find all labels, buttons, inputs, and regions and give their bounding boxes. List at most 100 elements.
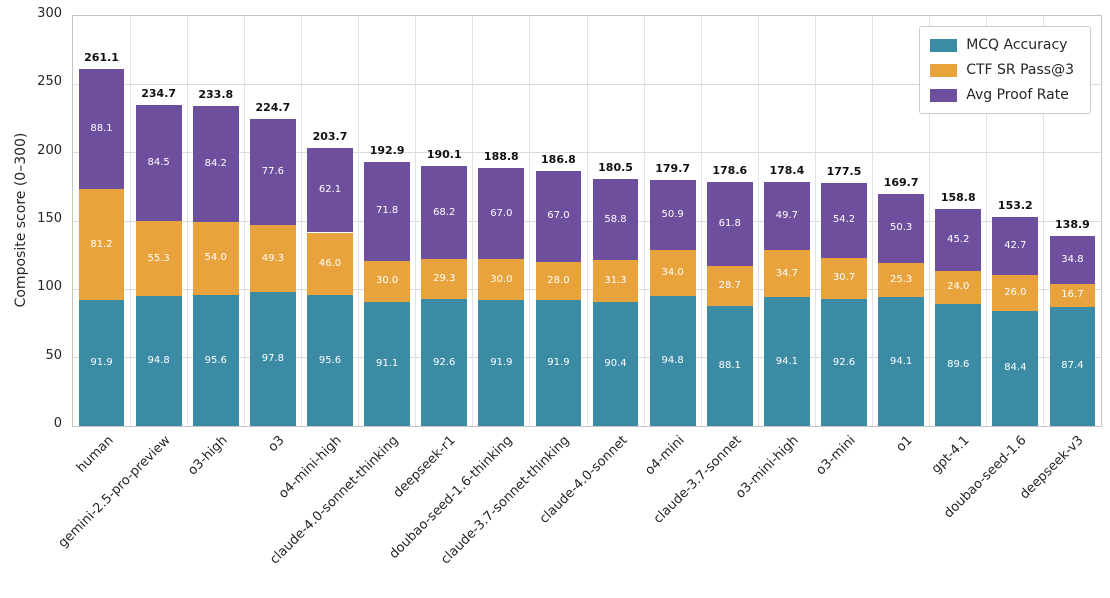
segment-value-label: 90.4	[604, 358, 627, 370]
segment-value-label: 49.3	[261, 252, 284, 264]
segment-value-label: 46.0	[318, 257, 342, 269]
segment-value-label: 16.7	[1061, 289, 1084, 301]
bar-total-label: 188.8	[483, 149, 519, 163]
bar-segment: 50.9	[649, 180, 696, 250]
segment-value-label: 84.2	[204, 158, 227, 170]
bar-segment: 89.6	[935, 303, 982, 426]
segment-value-label: 50.9	[661, 209, 684, 221]
segment-value-label: 50.3	[889, 222, 913, 234]
bar-segment: 71.8	[364, 162, 410, 261]
bar-total-label: 178.4	[769, 164, 805, 178]
bar-segment: 30.0	[364, 260, 410, 302]
bar-total-label: 190.1	[426, 148, 462, 162]
segment-value-label: 88.1	[90, 123, 113, 135]
y-tick-label: 0	[53, 416, 62, 431]
bar-segment: 88.1	[78, 69, 125, 190]
bar-total-label: 234.7	[141, 87, 177, 101]
segment-value-label: 89.6	[947, 358, 970, 370]
bar-segment: 92.6	[821, 299, 867, 426]
bar-segment: 90.4	[592, 302, 639, 426]
bar-total-label: 177.5	[826, 165, 862, 179]
bar-segment: 91.9	[535, 300, 582, 426]
bar-total-label: 192.9	[369, 144, 405, 158]
bar-segment: 28.0	[535, 262, 582, 301]
gridline-vertical	[300, 16, 302, 426]
gridline-vertical	[1043, 16, 1045, 426]
segment-value-label: 77.6	[261, 165, 284, 177]
segment-value-label: 26.0	[1004, 286, 1027, 298]
segment-value-label: 67.0	[490, 207, 513, 219]
bar-segment: 29.3	[421, 259, 468, 300]
segment-value-label: 49.7	[775, 210, 798, 222]
segment-value-label: 54.0	[204, 252, 227, 264]
legend-item-ctf-pass3: CTF SR Pass@3	[930, 62, 1074, 78]
bar-total-label: 179.7	[655, 162, 691, 176]
bar-segment: 94.1	[764, 297, 810, 426]
segment-value-label: 97.8	[261, 353, 284, 365]
segment-value-label: 61.8	[718, 218, 741, 230]
bar-segment: 54.2	[821, 183, 867, 258]
bar-segment: 16.7	[1049, 283, 1096, 307]
segment-value-label: 42.7	[1004, 239, 1027, 251]
bar-segment: 30.7	[821, 257, 867, 300]
bar-segment: 26.0	[992, 275, 1039, 311]
bar-total-label: 178.6	[712, 163, 748, 177]
segment-value-label: 34.0	[661, 267, 684, 279]
bar-segment: 62.1	[307, 147, 353, 233]
segment-value-label: 29.3	[433, 273, 456, 285]
gridline-vertical	[243, 16, 245, 426]
bar-total-label: 203.7	[312, 129, 348, 143]
bar-segment: 95.6	[307, 295, 353, 426]
gridline-vertical	[529, 16, 531, 426]
segment-value-label: 34.8	[1061, 253, 1084, 265]
gridline-vertical	[872, 16, 874, 426]
y-tick-label: 200	[37, 142, 62, 158]
bar-segment: 91.9	[478, 300, 525, 426]
bar-segment: 34.8	[1049, 236, 1096, 284]
segment-value-label: 92.6	[832, 356, 856, 368]
segment-value-label: 91.9	[90, 357, 113, 369]
bar-total-label: 233.8	[198, 88, 234, 102]
segment-value-label: 28.0	[547, 275, 570, 287]
plot-area: MCQ Accuracy CTF SR Pass@3 Avg Proof Rat…	[72, 15, 1102, 427]
legend-item-mcq-accuracy: MCQ Accuracy	[930, 37, 1074, 53]
gridline-vertical	[929, 16, 931, 426]
bar-total-label: 261.1	[84, 51, 119, 65]
legend: MCQ Accuracy CTF SR Pass@3 Avg Proof Rat…	[919, 26, 1091, 114]
segment-value-label: 28.7	[718, 280, 741, 291]
bar-segment: 91.9	[78, 300, 125, 426]
segment-value-label: 88.1	[718, 359, 741, 371]
bar-segment: 97.8	[250, 292, 296, 426]
segment-value-label: 24.0	[947, 281, 970, 293]
segment-value-label: 30.0	[490, 273, 513, 285]
bar-segment: 49.7	[764, 182, 810, 250]
legend-swatch-proof-icon	[930, 88, 958, 102]
segment-value-label: 94.1	[775, 355, 798, 367]
segment-value-label: 58.8	[604, 213, 627, 225]
bar-segment: 24.0	[935, 270, 982, 304]
bar-segment: 94.8	[135, 296, 182, 426]
bar-segment: 50.3	[878, 194, 924, 263]
bar-segment: 46.0	[307, 232, 353, 296]
y-tick-label: 100	[37, 279, 62, 295]
segment-value-label: 91.9	[490, 357, 513, 369]
bar-segment: 55.3	[135, 220, 182, 297]
bar-segment: 30.0	[478, 259, 525, 301]
bar-segment: 25.3	[878, 262, 924, 298]
bar-segment: 92.6	[421, 299, 468, 426]
segment-value-label: 67.0	[547, 210, 570, 222]
segment-value-label: 92.6	[433, 356, 456, 368]
segment-value-label: 25.3	[889, 274, 913, 286]
bar-segment: 67.0	[478, 167, 525, 260]
bar-total-label: 180.5	[598, 161, 633, 175]
y-tick-label: 150	[37, 211, 62, 226]
segment-value-label: 87.4	[1061, 360, 1084, 372]
bar-segment: 94.8	[649, 296, 696, 426]
bar-segment: 54.0	[192, 221, 239, 296]
bar-total-label: 224.7	[255, 100, 291, 114]
segment-value-label: 94.8	[147, 355, 170, 367]
segment-value-label: 54.2	[832, 214, 856, 226]
bar-segment: 49.3	[250, 224, 296, 293]
legend-label-proof: Avg Proof Rate	[966, 87, 1069, 103]
bar-segment: 34.7	[764, 249, 810, 298]
